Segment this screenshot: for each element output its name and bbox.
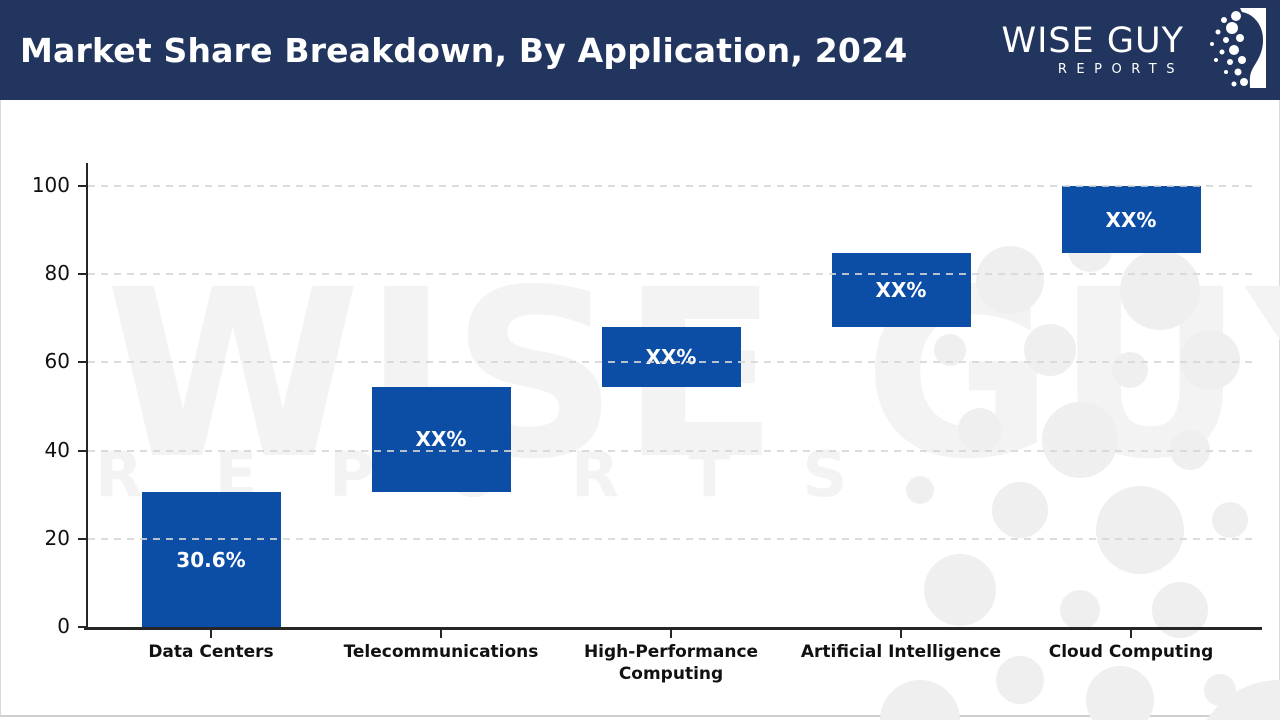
page-border-left xyxy=(0,100,1,717)
bar-cloud-computing: XX% xyxy=(1061,186,1201,254)
y-tick xyxy=(78,273,86,276)
y-tick-label: 20 xyxy=(44,525,70,550)
brand-name: WISE GUY xyxy=(1001,20,1184,61)
bar-value-label: XX% xyxy=(1105,207,1157,232)
brand-logo: WISE GUY REPORTS xyxy=(1001,8,1266,92)
x-tick xyxy=(900,630,902,638)
x-tick xyxy=(440,630,442,638)
y-tick-label: 60 xyxy=(44,349,70,374)
x-tick-label: Telecommunications xyxy=(343,642,539,662)
grid-line xyxy=(88,361,1256,364)
brand-subtitle: REPORTS xyxy=(1057,61,1184,77)
x-tick xyxy=(1130,630,1132,638)
bar-value-label: 30.6% xyxy=(176,547,246,572)
y-tick-label: 40 xyxy=(44,437,70,462)
x-tick-label: High-Performance Computing xyxy=(583,642,759,685)
y-tick xyxy=(78,626,86,628)
x-tick-label: Cloud Computing xyxy=(1048,642,1214,662)
bar-value-label: XX% xyxy=(415,427,467,452)
bar-value-label: XX% xyxy=(875,278,927,303)
y-tick-label: 100 xyxy=(31,173,70,197)
y-tick xyxy=(78,361,86,364)
x-tick xyxy=(210,630,212,638)
bar-artificial-intelligence: XX% xyxy=(831,253,971,328)
grid-line xyxy=(88,449,1256,452)
bar-high-performance-computing: XX% xyxy=(601,327,741,387)
brand-head-icon xyxy=(1210,8,1266,88)
bar-data-centers: 30.6% xyxy=(141,492,281,627)
x-tick xyxy=(670,630,672,638)
x-tick-label: Artificial Intelligence xyxy=(800,642,1002,662)
brand-logo-text: WISE GUY REPORTS xyxy=(1001,20,1184,77)
y-tick xyxy=(78,185,86,187)
bar-telecommunications: XX% xyxy=(371,386,511,493)
y-axis-line xyxy=(86,163,88,629)
y-tick xyxy=(78,537,86,540)
x-tick-label: Data Centers xyxy=(148,642,274,662)
header-bar: Market Share Breakdown, By Application, … xyxy=(0,0,1280,100)
grid-line xyxy=(88,537,1256,540)
page-title: Market Share Breakdown, By Application, … xyxy=(20,30,908,70)
grid-line xyxy=(88,273,1256,276)
page-border-bottom xyxy=(0,715,1280,717)
y-tick-label: 80 xyxy=(44,261,70,286)
y-tick-label: 0 xyxy=(57,614,70,638)
bar-value-label: XX% xyxy=(645,344,697,369)
y-tick xyxy=(78,449,86,452)
x-axis-line xyxy=(84,627,1262,630)
grid-line xyxy=(88,185,1256,187)
